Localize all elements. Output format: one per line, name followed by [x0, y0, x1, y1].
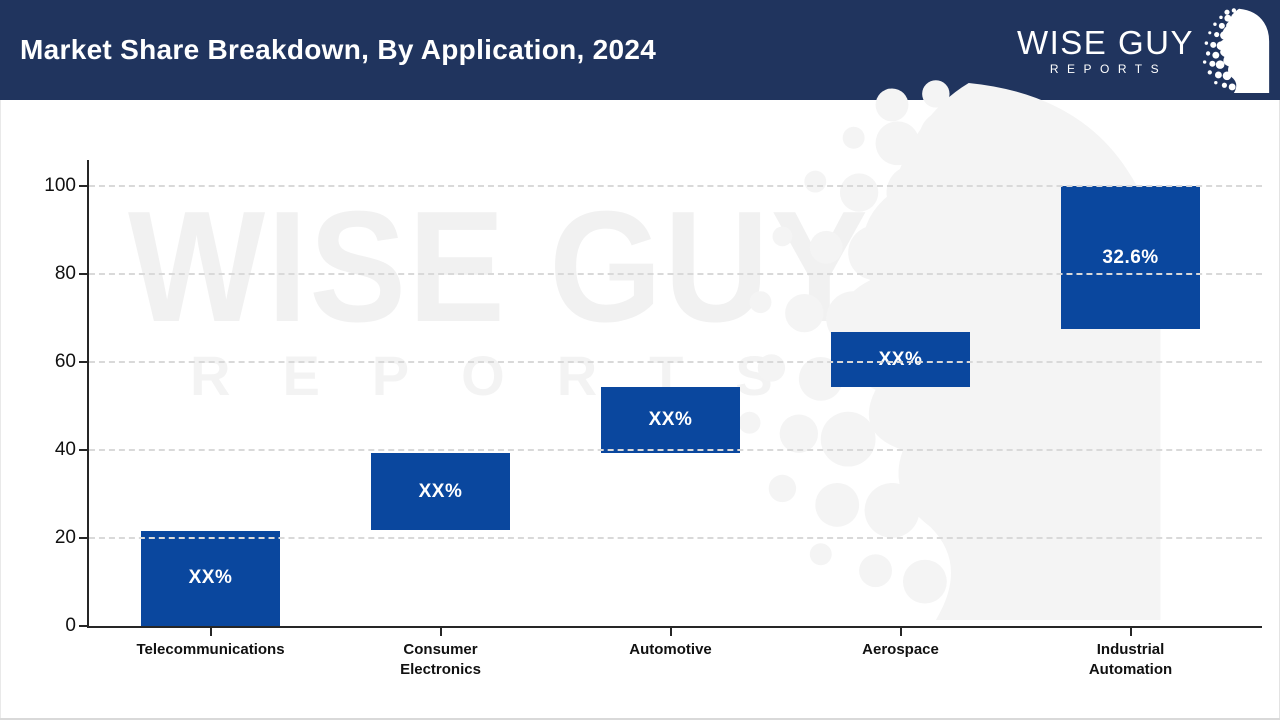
bar-automotive: XX% [601, 387, 740, 454]
x-tickmark-aerospace [899, 628, 902, 636]
bar-telecommunications: XX% [141, 530, 280, 626]
x-tickmark-industrial-automation [1129, 628, 1132, 636]
y-tickmark-60 [79, 361, 89, 363]
chart-area: WISE GUY REPORTS XX% XX% XX% XX% 32.6% 0 20 40 6… [0, 80, 1280, 720]
gridline-80 [89, 273, 1262, 275]
bar-consumer-electronics: XX% [371, 453, 510, 531]
gridline-60 [89, 361, 1262, 363]
bar-value-label: XX% [648, 409, 693, 431]
x-tickmark-automotive [669, 628, 672, 636]
x-axis-spine [87, 626, 1262, 628]
bar-value-label: XX% [418, 480, 463, 502]
bar-value-label: 32.6% [1102, 246, 1159, 268]
x-category-label-telecommunications: Telecommunications [136, 641, 285, 658]
y-tick-label-20: 20 [54, 527, 76, 548]
header-banner: Market Share Breakdown, By Application, … [0, 0, 1280, 100]
y-tickmark-80 [79, 273, 89, 275]
x-category-label-industrial-automation: Industrial Automation [1088, 641, 1173, 678]
y-tick-label-0: 0 [65, 615, 76, 636]
brand-logo-text: WISE GUY REPORTS [1017, 26, 1194, 75]
y-tickmark-20 [79, 537, 89, 539]
y-tick-label-100: 100 [44, 175, 76, 196]
x-tickmark-consumer-electronics [439, 628, 442, 636]
bar-aerospace: XX% [831, 332, 970, 388]
y-tick-label-60: 60 [54, 351, 76, 372]
brand-name: WISE GUY [1016, 23, 1194, 61]
bar-industrial-automation: 32.6% [1061, 186, 1200, 330]
y-tick-label-80: 80 [54, 263, 76, 284]
bar-value-label: XX% [188, 567, 233, 589]
y-axis-spine [87, 160, 89, 628]
x-tickmark-telecommunications [209, 628, 212, 636]
x-category-label-consumer-electronics: Consumer Electronics [400, 641, 481, 678]
brand-logo: WISE GUY REPORTS [1017, 7, 1274, 93]
gridline-40 [89, 449, 1262, 451]
y-tickmark-0 [79, 625, 89, 627]
watermark-brand-text: WISE GUY [128, 179, 870, 355]
gridline-20 [89, 537, 1262, 539]
x-category-label-automotive: Automotive [629, 641, 712, 658]
y-tickmark-100 [79, 185, 89, 187]
y-tick-label-40: 40 [54, 439, 76, 460]
gridline-100 [89, 185, 1262, 187]
y-tickmark-40 [79, 449, 89, 451]
page-title: Market Share Breakdown, By Application, … [20, 34, 657, 65]
bar-value-label: XX% [878, 348, 923, 370]
brand-subtitle: REPORTS [1049, 61, 1168, 76]
x-category-label-aerospace: Aerospace [862, 641, 939, 658]
